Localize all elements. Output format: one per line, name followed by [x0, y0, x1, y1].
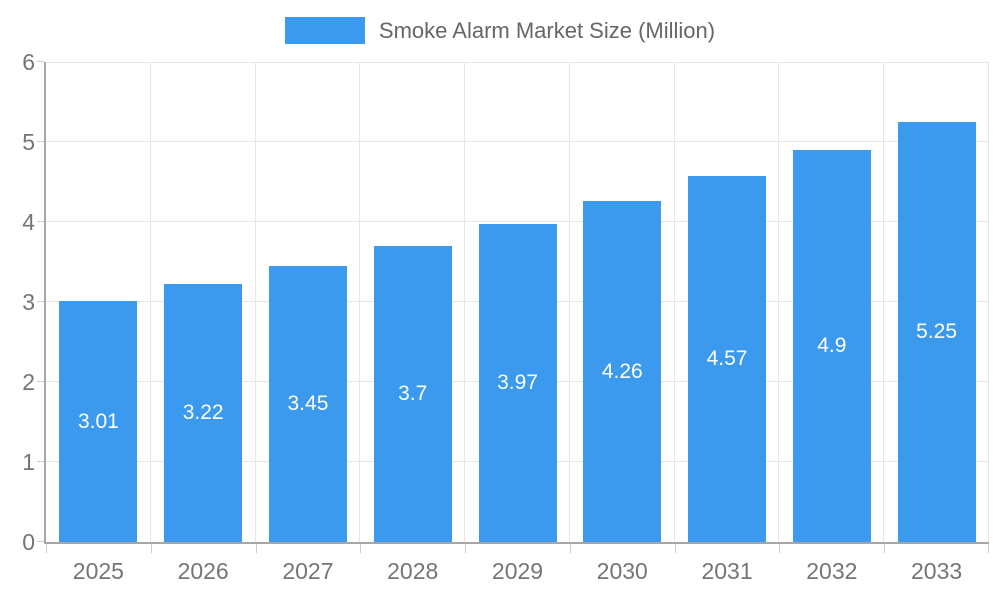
bar-2032[interactable] [792, 150, 871, 542]
x-tick-label: 2032 [806, 558, 858, 584]
y-tick-mark [37, 541, 44, 542]
legend-swatch [284, 17, 365, 44]
gridline-vertical [150, 62, 151, 542]
y-tick-label: 0 [22, 529, 35, 555]
legend[interactable]: Smoke Alarm Market Size (Million) [0, 17, 1000, 44]
bar-2033[interactable] [897, 122, 976, 542]
bar-2029[interactable] [478, 224, 557, 542]
bar-value-label: 3.45 [287, 392, 329, 415]
x-tick-mark [988, 544, 989, 553]
y-tick-mark [37, 221, 44, 222]
gridline-vertical [569, 62, 570, 542]
x-tick-mark [360, 544, 361, 553]
x-tick-label: 2026 [177, 558, 229, 584]
x-tick-label: 2033 [911, 558, 963, 584]
x-tick-label: 2027 [282, 558, 334, 584]
bar-value-label: 3.97 [497, 371, 538, 395]
bar-value-label: 3.22 [182, 401, 224, 425]
y-tick-mark [37, 301, 44, 302]
gridline-horizontal [46, 221, 989, 222]
y-tick-mark [37, 461, 44, 462]
x-tick-label: 2028 [387, 558, 439, 584]
y-tick-mark [37, 381, 44, 382]
bar-value-label: 4.26 [601, 359, 643, 383]
gridline-vertical [778, 62, 779, 542]
x-tick-label: 2030 [596, 558, 648, 584]
bar-2026[interactable] [164, 284, 243, 542]
bar-value-label: 4.57 [706, 347, 748, 371]
x-tick-mark [46, 544, 47, 553]
y-tick-label: 1 [22, 449, 35, 475]
legend-label: Smoke Alarm Market Size (Million) [378, 17, 716, 43]
y-tick-mark [37, 61, 44, 62]
x-tick-mark [779, 544, 780, 553]
bar-2031[interactable] [688, 176, 767, 542]
x-tick-mark [570, 544, 571, 553]
y-tick-label: 5 [22, 129, 35, 155]
y-tick-mark [37, 141, 44, 142]
gridline-vertical [464, 62, 465, 542]
x-tick-mark [465, 544, 466, 553]
x-tick-label: 2025 [72, 558, 124, 584]
y-tick-label: 6 [22, 49, 35, 75]
bar-value-label: 4.9 [817, 334, 847, 357]
bar-2030[interactable] [583, 201, 662, 542]
x-tick-mark [151, 544, 152, 553]
gridline-horizontal [46, 62, 989, 63]
gridline-vertical [883, 62, 884, 542]
gridline-horizontal [46, 141, 989, 142]
gridline-vertical [674, 62, 675, 542]
bar-2028[interactable] [373, 246, 452, 542]
gridline-vertical [255, 62, 256, 542]
y-tick-label: 2 [22, 369, 35, 395]
x-tick-label: 2031 [701, 558, 753, 584]
x-tick-mark [256, 544, 257, 553]
x-tick-mark [675, 544, 676, 553]
y-tick-label: 4 [22, 209, 35, 235]
x-tick-label: 2029 [491, 558, 544, 584]
bar-2027[interactable] [268, 266, 347, 542]
bar-2025[interactable] [59, 301, 138, 542]
bar-value-label: 5.25 [916, 320, 958, 343]
gridline-vertical [359, 62, 360, 542]
bar-value-label: 3.7 [398, 382, 428, 405]
x-tick-mark [884, 544, 885, 553]
y-tick-label: 3 [22, 289, 35, 315]
bar-value-label: 3.01 [77, 409, 119, 433]
gridline-vertical [988, 62, 989, 542]
plot-area: 3.01 3.22 3.45 3.7 3.97 4.26 4.57 4.9 5.25 [44, 62, 989, 544]
